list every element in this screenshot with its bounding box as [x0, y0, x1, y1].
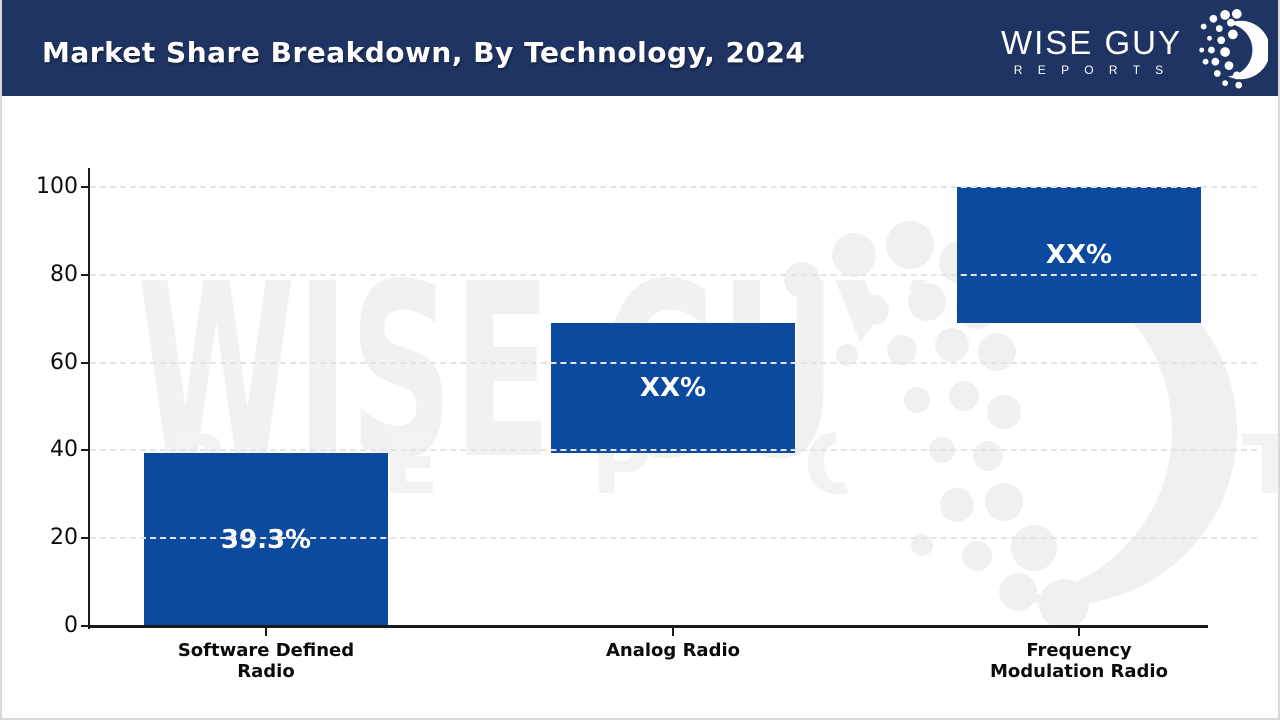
- bar-software-defined-radio: 39.3%: [144, 453, 388, 626]
- x-axis-line: [88, 625, 1208, 628]
- gridline-60: [90, 361, 1257, 364]
- y-tick-60: [81, 361, 88, 364]
- y-tick-0: [81, 625, 88, 627]
- y-tick-label-0: 0: [64, 613, 78, 638]
- y-tick-label-20: 20: [50, 525, 78, 551]
- x-tick-1: [672, 628, 674, 636]
- gridline-20: [90, 537, 1257, 540]
- y-tick-100: [81, 186, 88, 188]
- wiseguy-logo: WISE GUY R E P O R T S: [1001, 7, 1268, 93]
- wiseguy-logo-text: WISE GUY R E P O R T S: [1001, 24, 1182, 77]
- y-tick-label-100: 100: [36, 174, 78, 199]
- x-tick-0: [265, 628, 267, 636]
- bar-value-label: XX%: [639, 373, 707, 404]
- gridline-100: [90, 186, 1257, 188]
- y-tick-label-80: 80: [50, 261, 78, 287]
- y-tick-20: [81, 537, 88, 540]
- x-category-label-0: Software Defined Radio: [177, 640, 355, 682]
- y-tick-label-40: 40: [50, 437, 78, 463]
- x-tick-2: [1078, 628, 1080, 636]
- gridline-40: [90, 449, 1257, 452]
- x-category-label-2: Frequency Modulation Radio: [990, 640, 1168, 682]
- logo-wordmark: WISE GUY: [1000, 23, 1182, 61]
- bar-analog-radio: XX%: [551, 323, 795, 454]
- y-tick-40: [81, 449, 88, 452]
- wiseguy-face-icon: [1199, 9, 1268, 89]
- y-tick-80: [81, 273, 88, 276]
- y-axis-line: [88, 168, 90, 629]
- bar-frequency-modulation-radio: XX%: [957, 187, 1201, 324]
- y-tick-label-60: 60: [50, 349, 78, 375]
- gridline-80: [90, 273, 1257, 276]
- header: Market Share Breakdown, By Technology, 2…: [2, 0, 1278, 96]
- page-title: Market Share Breakdown, By Technology, 2…: [42, 35, 806, 69]
- logo-subtitle: R E P O R T S: [1013, 62, 1170, 77]
- bar-value-label: 39.3%: [220, 524, 312, 555]
- x-category-label-1: Analog Radio: [605, 640, 740, 661]
- bar-value-label: XX%: [1045, 240, 1113, 271]
